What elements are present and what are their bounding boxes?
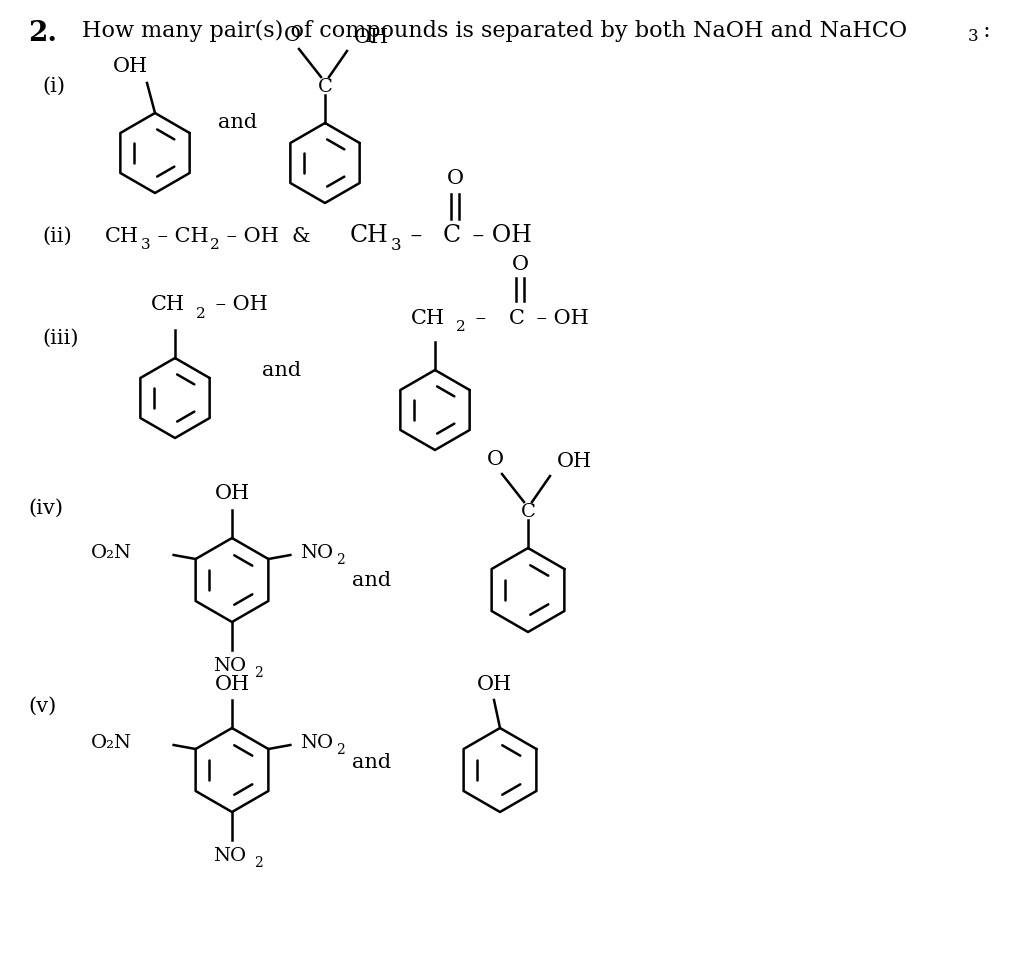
- Text: – OH: – OH: [530, 308, 589, 328]
- Text: NO: NO: [300, 544, 334, 562]
- Text: How many pair(s) of compounds is separated by both NaOH and NaHCO: How many pair(s) of compounds is separat…: [82, 20, 907, 42]
- Text: CH: CH: [151, 295, 185, 314]
- Text: 3: 3: [968, 28, 979, 45]
- Text: O₂N: O₂N: [91, 544, 132, 562]
- Text: C: C: [509, 308, 525, 328]
- Text: 2.: 2.: [28, 20, 57, 47]
- Text: O: O: [446, 170, 464, 189]
- Text: NO: NO: [213, 847, 247, 865]
- Text: C: C: [520, 503, 536, 521]
- Text: 2: 2: [456, 320, 466, 334]
- Text: 3: 3: [140, 238, 151, 252]
- Text: – CH: – CH: [151, 226, 209, 245]
- Text: (iv): (iv): [28, 498, 63, 517]
- Text: O: O: [486, 450, 504, 469]
- Text: CH: CH: [411, 308, 445, 328]
- Text: CH: CH: [350, 224, 389, 247]
- Text: (iii): (iii): [42, 329, 79, 348]
- Text: and: and: [262, 360, 301, 379]
- Text: O: O: [512, 255, 528, 273]
- Text: NO: NO: [300, 734, 334, 752]
- Text: :: :: [976, 20, 990, 42]
- Text: 3: 3: [391, 238, 401, 255]
- Text: OH: OH: [476, 674, 512, 694]
- Text: – OH: – OH: [465, 224, 531, 247]
- Text: –: –: [403, 224, 430, 247]
- Text: –: –: [469, 308, 493, 328]
- Text: OH: OH: [113, 57, 147, 77]
- Text: C: C: [317, 78, 333, 96]
- Text: 2: 2: [254, 666, 263, 680]
- Text: 2: 2: [196, 307, 206, 321]
- Text: and: and: [218, 113, 257, 132]
- Text: O: O: [284, 26, 300, 44]
- Text: OH: OH: [214, 485, 250, 504]
- Text: OH: OH: [353, 28, 388, 47]
- Text: – OH  &: – OH &: [220, 226, 310, 245]
- Text: 2: 2: [210, 238, 220, 252]
- Text: 2: 2: [254, 856, 263, 870]
- Text: 2: 2: [336, 743, 345, 757]
- Text: OH: OH: [214, 674, 250, 694]
- Text: 2: 2: [336, 553, 345, 567]
- Text: (v): (v): [28, 696, 56, 716]
- Text: – OH: – OH: [209, 295, 267, 314]
- Text: (i): (i): [42, 77, 65, 96]
- Text: (ii): (ii): [42, 226, 72, 245]
- Text: CH: CH: [105, 226, 139, 245]
- Text: NO: NO: [213, 657, 247, 675]
- Text: and: and: [352, 754, 391, 772]
- Text: and: and: [352, 571, 391, 589]
- Text: OH: OH: [556, 452, 592, 471]
- Text: O₂N: O₂N: [91, 734, 132, 752]
- Text: C: C: [443, 224, 461, 247]
